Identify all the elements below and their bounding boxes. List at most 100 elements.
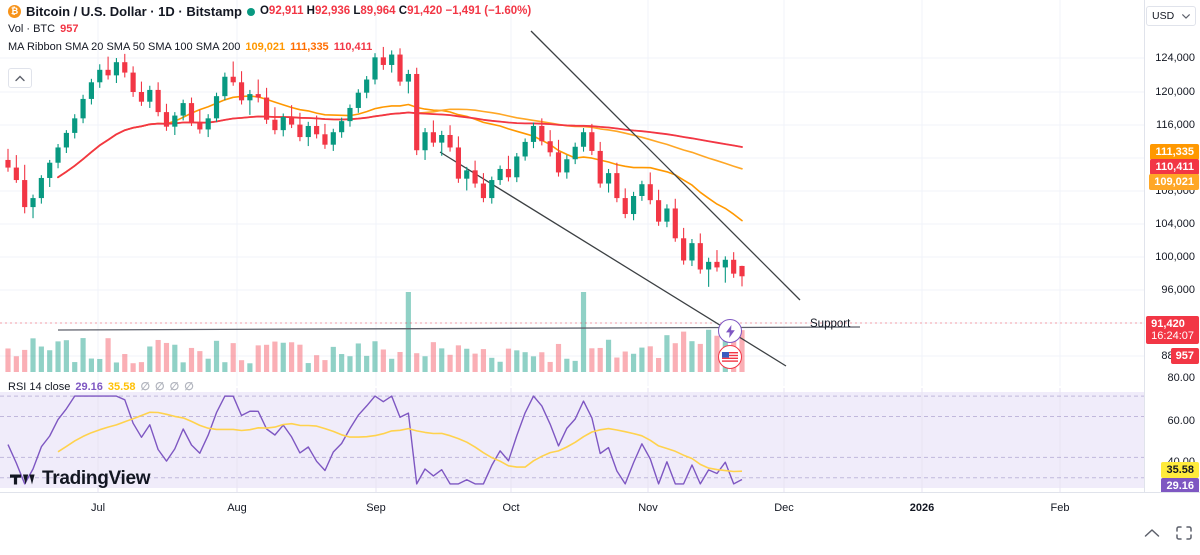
volume-bar [522,352,528,372]
fullscreen-icon[interactable] [1176,526,1192,540]
candle-body [372,57,378,80]
candle-body [188,103,195,122]
rsi-label: RSI 14 close [8,381,71,393]
volume-bar [330,346,336,372]
rsi-ma-badge-text: 35.58 [1166,464,1194,476]
volume-bar [580,292,587,372]
ma-value-1: 109,021 [245,41,286,53]
price-axis[interactable]: 124,000120,000116,000112,000108,000104,0… [1144,0,1200,494]
us-flag-icon[interactable] [718,345,742,369]
candle-body [122,62,128,73]
rsi-chart-svg[interactable] [0,388,1144,492]
last-price-badge-countdown: 16:24:07 [1151,330,1194,342]
volume-bar [238,360,245,372]
ma-value-3: 110,411 [333,41,373,53]
volume-bar [489,357,495,372]
candle-body [297,124,303,138]
candle-body [163,112,170,127]
candle-body [47,162,53,178]
volume-bar [589,348,595,372]
time-axis-tick: Sep [366,502,386,514]
currency-selector[interactable]: USD [1146,6,1196,26]
sma-badge-110411[interactable]: 110,411 [1150,159,1199,175]
volume-badge-text: 957 [1175,350,1194,362]
rsi-legend[interactable]: RSI 14 close 29.16 35.58 ∅ ∅ ∅ ∅ [8,380,194,398]
candle-body [230,76,236,83]
candlestick-series[interactable] [5,46,745,287]
lightning-bolt-icon[interactable] [718,319,742,343]
volume-bar [364,355,370,372]
volume-bar [155,339,161,372]
open-value: 92,911 [268,5,304,17]
high-value: 92,936 [314,5,351,17]
status-dot-icon [246,7,255,16]
volume-bar [555,343,562,372]
candle-body [706,261,712,270]
candle-body [272,119,278,131]
candle-body [447,134,453,148]
price-pane[interactable] [0,0,1144,386]
volume-bar [72,362,78,372]
collapse-legend-button[interactable] [8,68,32,88]
volume-bar [147,346,153,372]
volume-bar [397,351,403,372]
rsi-ma-badge[interactable]: 35.58 [1161,462,1199,478]
candle-body [647,184,653,201]
volume-bar [530,356,537,372]
volume-legend-row[interactable]: Vol · BTC 957 [8,22,531,37]
volume-bar [630,353,637,372]
ma-ribbon-legend-row[interactable]: MA Ribbon SMA 20 SMA 50 SMA 100 SMA 200 … [8,40,531,55]
candle-body [247,94,253,101]
rsi-empty-1: ∅ [140,381,151,393]
volume-bar [439,348,445,372]
candle-body [714,261,720,268]
trendline-upper[interactable] [530,30,801,301]
volume-bar [605,339,612,372]
open-label: O [259,5,269,17]
rsi-line [7,395,743,485]
scroll-to-realtime-chevron-up-icon[interactable] [1144,528,1160,538]
volume-bar [689,341,695,372]
candle-body [455,147,461,179]
candle-body [138,92,145,102]
volume-bar [314,355,320,372]
rsi-legend-row[interactable]: RSI 14 close 29.16 35.58 ∅ ∅ ∅ ∅ [8,380,194,395]
support-annotation-label[interactable]: Support [810,318,851,330]
candle-body [422,132,428,151]
volume-bar [639,347,645,372]
volume-bar [163,342,170,372]
candle-body [731,259,737,274]
volume-bar [97,358,103,372]
chart-legend: ₿ Bitcoin / U.S. Dollar · 1D · Bitstamp … [8,4,531,58]
candle-body [380,57,386,65]
volume-series [5,292,745,372]
rsi-empty-2: ∅ [155,381,165,393]
candle-body [289,116,295,125]
candle-body [205,118,211,130]
volume-bar [5,348,11,372]
price-axis-tick: 80.00 [1167,372,1195,384]
rsi-pane[interactable] [0,388,1144,492]
price-axis-tick: 100,000 [1155,251,1195,263]
price-chart-svg[interactable] [0,0,1144,386]
candle-body [155,89,161,113]
time-axis[interactable]: Jul Aug Sep Oct Nov Dec 2026 Feb [0,492,1200,555]
rsi-value-badge[interactable]: 29.16 [1161,478,1199,494]
volume-bar [222,362,228,372]
volume-bar [372,341,378,372]
candle-body [347,107,353,122]
volume-bar [414,353,420,372]
last-price-badge[interactable]: 91,420 16:24:07 [1146,316,1199,344]
candle-body [497,168,503,181]
volume-bar [422,356,428,372]
volume-bar [122,354,128,372]
volume-badge[interactable]: 957 [1170,348,1199,364]
volume-bar [672,343,678,372]
volume-value: 957 [60,23,79,35]
volume-bar [505,348,512,372]
sma-badge-111335[interactable]: 111,335 [1150,144,1199,160]
symbol-title[interactable]: Bitcoin / U.S. Dollar · 1D · Bitstamp [26,4,242,19]
sma-badge-109021[interactable]: 109,021 [1149,174,1199,190]
volume-bar [205,358,211,372]
legend-title-row[interactable]: ₿ Bitcoin / U.S. Dollar · 1D · Bitstamp … [8,4,531,19]
